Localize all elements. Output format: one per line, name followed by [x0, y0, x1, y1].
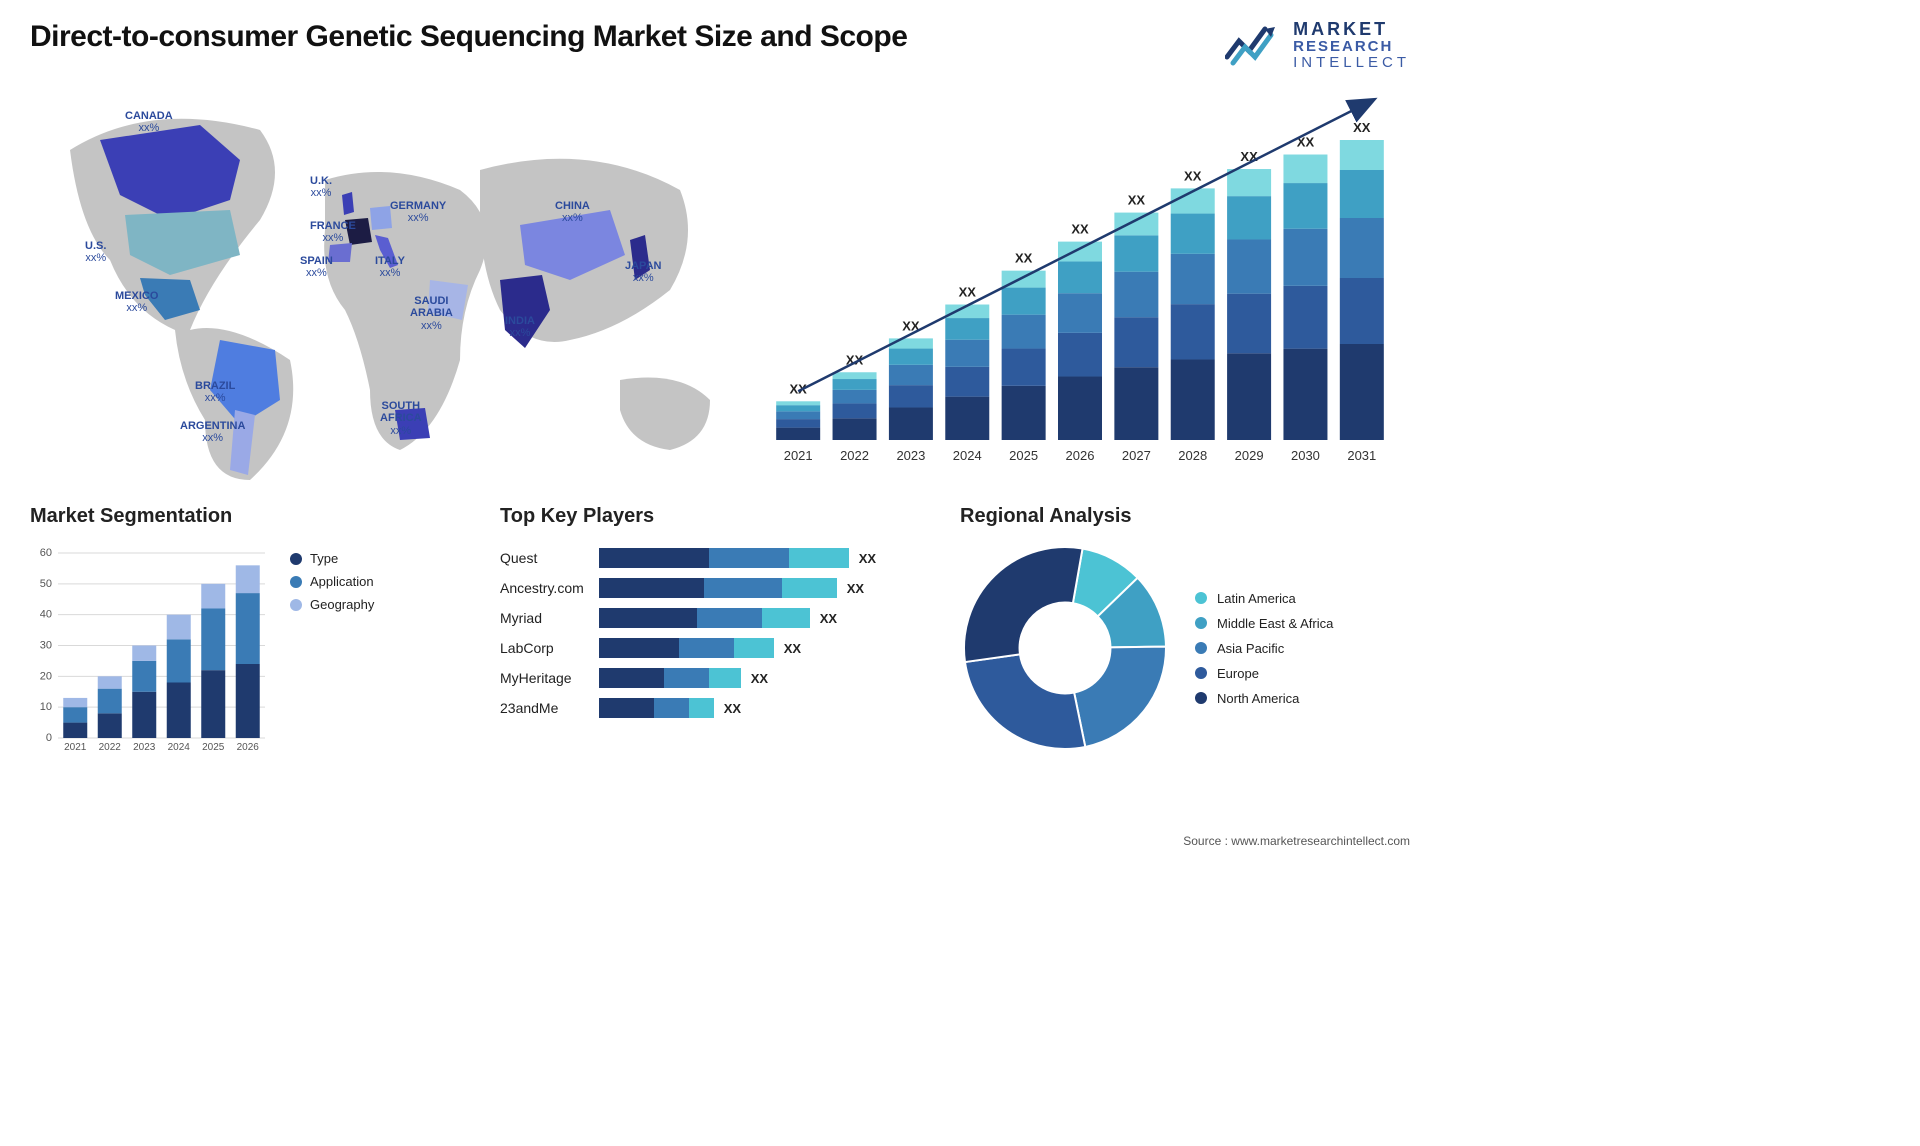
- legend-item: North America: [1195, 691, 1333, 706]
- legend-item: Latin America: [1195, 591, 1333, 606]
- map-label: SOUTHAFRICAxx%: [380, 400, 422, 436]
- svg-text:2023: 2023: [133, 742, 156, 753]
- svg-text:60: 60: [40, 547, 52, 559]
- svg-text:2023: 2023: [896, 448, 925, 463]
- legend-item: Middle East & Africa: [1195, 616, 1333, 631]
- svg-text:10: 10: [40, 702, 52, 714]
- svg-text:2027: 2027: [1122, 448, 1151, 463]
- svg-text:2024: 2024: [168, 742, 191, 753]
- page-title: Direct-to-consumer Genetic Sequencing Ma…: [30, 20, 907, 54]
- svg-text:XX: XX: [959, 285, 977, 300]
- regional-legend: Latin America Middle East & Africa Asia Pa…: [1195, 581, 1333, 716]
- player-name: 23andMe: [500, 693, 584, 723]
- player-bar-row: XX: [599, 663, 920, 693]
- players-panel: Top Key Players QuestAncestry.comMyriadL…: [500, 505, 920, 753]
- svg-text:2025: 2025: [1009, 448, 1038, 463]
- svg-text:2021: 2021: [64, 742, 87, 753]
- svg-text:2022: 2022: [840, 448, 869, 463]
- segmentation-legend: Type Application Geography: [290, 543, 374, 753]
- map-region-germany: [370, 206, 392, 230]
- map-label: BRAZILxx%: [195, 380, 235, 404]
- map-label: U.S.xx%: [85, 240, 106, 264]
- svg-text:XX: XX: [1071, 222, 1089, 237]
- segmentation-panel: Market Segmentation 0 10 20 30 40 50 60 2021 202…: [30, 505, 460, 753]
- map-label: CHINAxx%: [555, 200, 590, 224]
- logo-line1: MARKET: [1293, 20, 1410, 39]
- map-region-uk: [342, 192, 354, 215]
- map-label: CANADAxx%: [125, 110, 173, 134]
- donut-slice: [965, 655, 1085, 750]
- growth-stacked-bar-chart: XX2021XX2022XX2023XX2024XX2025XX2026XX20…: [760, 80, 1400, 470]
- player-name: Myriad: [500, 603, 584, 633]
- legend-item: Type: [290, 551, 374, 566]
- donut-slice: [1074, 647, 1166, 747]
- map-label: INDIAxx%: [505, 315, 535, 339]
- map-label: ARGENTINAxx%: [180, 420, 245, 444]
- svg-text:2026: 2026: [1066, 448, 1095, 463]
- svg-text:XX: XX: [1353, 120, 1371, 135]
- players-title: Top Key Players: [500, 505, 920, 528]
- svg-text:2029: 2029: [1235, 448, 1264, 463]
- player-name: Ancestry.com: [500, 573, 584, 603]
- map-label: ITALYxx%: [375, 255, 405, 279]
- player-bar-row: XX: [599, 633, 920, 663]
- regional-donut-chart: [960, 543, 1170, 753]
- svg-text:2021: 2021: [784, 448, 813, 463]
- map-label: GERMANYxx%: [390, 200, 446, 224]
- svg-text:2030: 2030: [1291, 448, 1320, 463]
- player-name: MyHeritage: [500, 663, 584, 693]
- svg-text:40: 40: [40, 609, 52, 621]
- segmentation-title: Market Segmentation: [30, 505, 460, 528]
- map-label: U.K.xx%: [310, 175, 332, 199]
- brand-logo: MARKET RESEARCH INTELLECT: [1225, 20, 1410, 70]
- players-names: QuestAncestry.comMyriadLabCorpMyHeritage…: [500, 543, 584, 723]
- legend-item: Geography: [290, 597, 374, 612]
- segmentation-stacked-bar-chart: 0 10 20 30 40 50 60 2021 2022 2023 2024 2025 2026: [30, 543, 270, 753]
- legend-item: Europe: [1195, 666, 1333, 681]
- player-name: LabCorp: [500, 633, 584, 663]
- logo-line3: INTELLECT: [1293, 55, 1410, 71]
- legend-item: Application: [290, 574, 374, 589]
- svg-text:0: 0: [46, 732, 52, 744]
- map-label: SAUDIARABIAxx%: [410, 295, 453, 331]
- svg-text:XX: XX: [1128, 193, 1146, 208]
- svg-text:2028: 2028: [1178, 448, 1207, 463]
- player-bar-row: XX: [599, 603, 920, 633]
- svg-text:2022: 2022: [99, 742, 122, 753]
- player-bar-row: XX: [599, 693, 920, 723]
- source-attribution: Source : www.marketresearchintellect.com: [1183, 834, 1410, 848]
- player-name: Quest: [500, 543, 584, 573]
- player-bar-row: XX: [599, 573, 920, 603]
- svg-text:2031: 2031: [1347, 448, 1376, 463]
- svg-text:2026: 2026: [237, 742, 260, 753]
- map-label: FRANCExx%: [310, 220, 356, 244]
- svg-text:XX: XX: [1015, 251, 1033, 266]
- players-hbar-chart: XXXXXXXXXXXX: [599, 543, 920, 723]
- map-label: MEXICOxx%: [115, 290, 158, 314]
- donut-slice: [964, 547, 1083, 662]
- regional-panel: Regional Analysis Latin America Middle Ea…: [960, 505, 1410, 753]
- svg-text:20: 20: [40, 671, 52, 683]
- player-bar-row: XX: [599, 543, 920, 573]
- svg-text:30: 30: [40, 640, 52, 652]
- svg-text:XX: XX: [1184, 169, 1202, 184]
- svg-text:2024: 2024: [953, 448, 982, 463]
- svg-text:2025: 2025: [202, 742, 225, 753]
- regional-title: Regional Analysis: [960, 505, 1410, 528]
- svg-text:50: 50: [40, 578, 52, 590]
- growth-chart-panel: XX2021XX2022XX2023XX2024XX2025XX2026XX20…: [760, 80, 1410, 480]
- legend-item: Asia Pacific: [1195, 641, 1333, 656]
- world-map-panel: CANADAxx% U.S.xx% MEXICOxx% BRAZILxx% ARGENT…: [30, 80, 730, 480]
- map-label: SPAINxx%: [300, 255, 333, 279]
- map-label: JAPANxx%: [625, 260, 661, 284]
- logo-line2: RESEARCH: [1293, 39, 1410, 55]
- logo-mark-icon: [1225, 23, 1281, 67]
